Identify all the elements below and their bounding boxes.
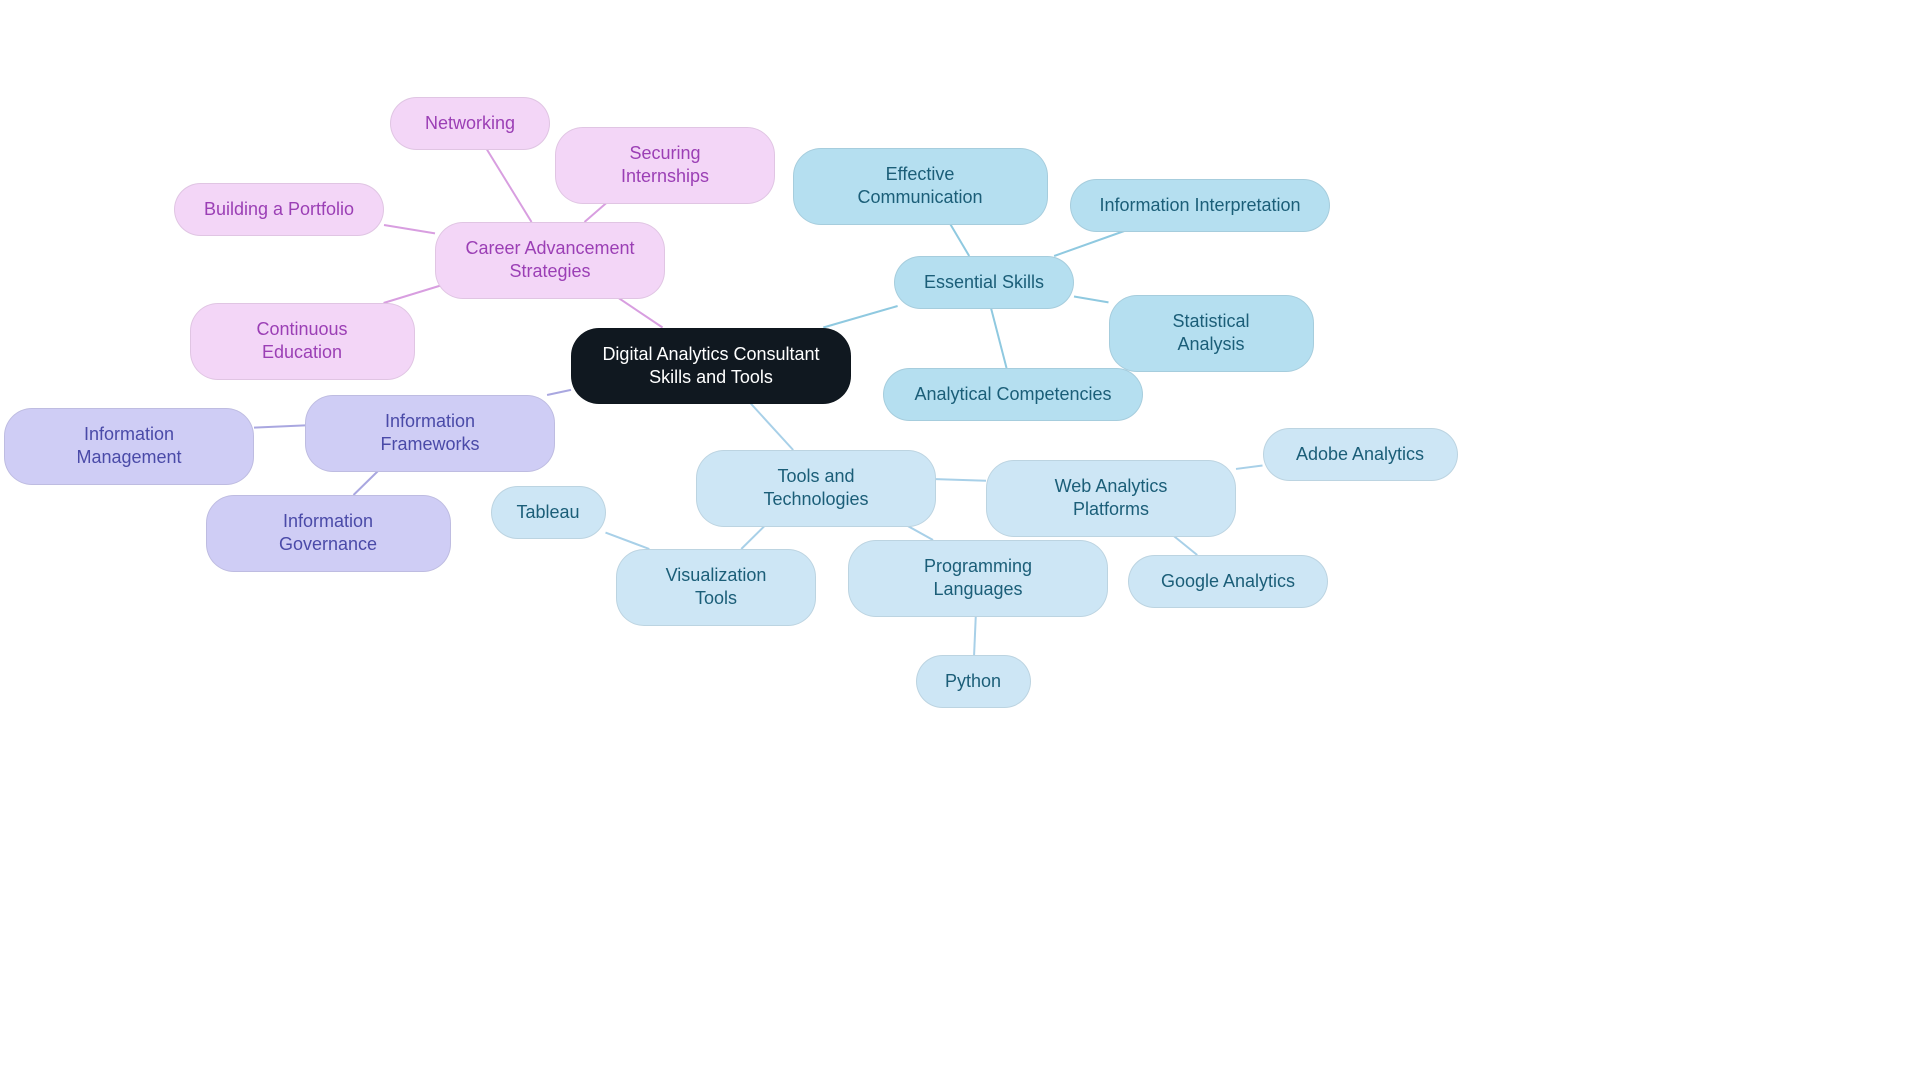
edge-career-portfolio xyxy=(384,225,435,233)
node-frameworks: Information Frameworks xyxy=(305,395,555,472)
edge-skills-analytical xyxy=(990,306,1006,368)
node-tableau: Tableau xyxy=(491,486,606,539)
node-tools: Tools and Technologies xyxy=(696,450,936,527)
edge-root-skills xyxy=(823,306,897,328)
edge-root-frameworks xyxy=(547,390,571,395)
edge-web-adobe xyxy=(1236,466,1263,469)
node-mgmt: Information Management xyxy=(4,408,254,485)
edge-career-networking xyxy=(485,147,531,222)
node-viz: Visualization Tools xyxy=(616,549,816,626)
node-portfolio: Building a Portfolio xyxy=(174,183,384,236)
node-stat: Statistical Analysis xyxy=(1109,295,1314,372)
node-interp: Information Interpretation xyxy=(1070,179,1330,232)
node-gov: Information Governance xyxy=(206,495,451,572)
node-education: Continuous Education xyxy=(190,303,415,380)
node-securing: Securing Internships xyxy=(555,127,775,204)
edge-viz-tableau xyxy=(606,533,650,549)
edge-skills-interp xyxy=(1054,229,1130,256)
node-prog: Programming Languages xyxy=(848,540,1108,617)
node-web: Web Analytics Platforms xyxy=(986,460,1236,537)
node-adobe: Adobe Analytics xyxy=(1263,428,1458,481)
node-comm: Effective Communication xyxy=(793,148,1048,225)
node-career: Career Advancement Strategies xyxy=(435,222,665,299)
node-python: Python xyxy=(916,655,1031,708)
node-networking: Networking xyxy=(390,97,550,150)
edge-tools-web xyxy=(936,479,986,481)
edge-frameworks-mgmt xyxy=(254,425,305,427)
node-root: Digital Analytics Consultant Skills and … xyxy=(571,328,851,405)
node-analytical: Analytical Competencies xyxy=(883,368,1143,421)
edge-skills-stat xyxy=(1074,296,1109,302)
node-google: Google Analytics xyxy=(1128,555,1328,608)
node-skills: Essential Skills xyxy=(894,256,1074,309)
